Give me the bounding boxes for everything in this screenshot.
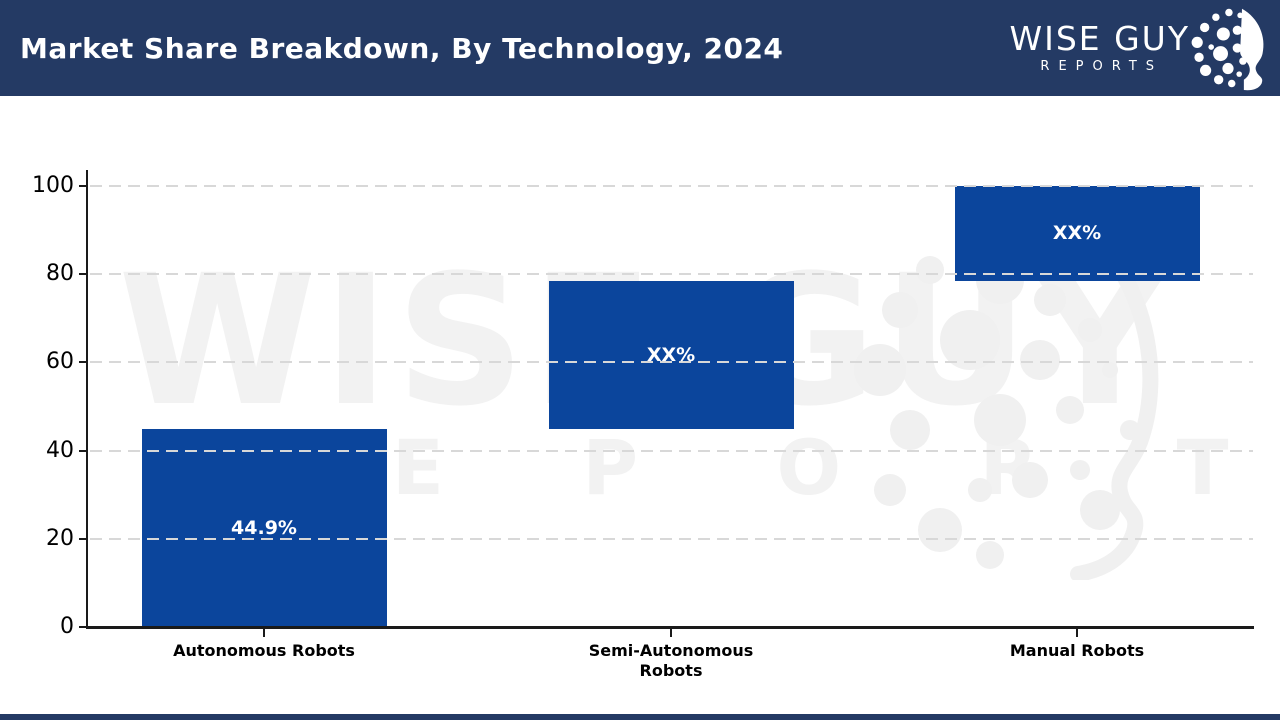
bar-value-label: XX% (1052, 222, 1102, 245)
bar-manual-robots (954, 186, 1200, 281)
brand-head-profile (1240, 8, 1264, 91)
y-tick-label-0: 0 (60, 614, 74, 639)
y-tick-label-40: 40 (46, 437, 74, 463)
bar-value-label: 44.9% (231, 516, 297, 539)
footer-bar (0, 714, 1280, 720)
x-category-label: Semi-Autonomous Robots (588, 641, 754, 680)
gridline-60 (90, 361, 1253, 364)
brand-subtitle: REPORTS (1040, 59, 1164, 74)
y-tick-label-80: 80 (46, 261, 74, 287)
y-tick-60 (79, 361, 88, 364)
brand-head-icon (1191, 8, 1264, 91)
brand-logo-text: WISE GUY REPORTS (1009, 22, 1190, 74)
bar-semi-autonomous-robots (548, 280, 794, 429)
y-tick-40 (79, 449, 88, 452)
x-tick (1076, 629, 1078, 637)
x-category-label: Manual Robots (1009, 641, 1145, 660)
bar-autonomous-robots (141, 428, 387, 627)
gridline-40 (90, 449, 1253, 452)
y-axis-spine (86, 170, 88, 629)
y-tick-label-100: 100 (32, 173, 74, 198)
y-tick-100 (79, 185, 88, 187)
gridline-20 (90, 537, 1253, 540)
x-category-label: Autonomous Robots (173, 641, 355, 660)
gridline-100 (90, 185, 1253, 187)
x-tick (670, 629, 672, 637)
y-tick-label-60: 60 (46, 349, 74, 375)
brand-logo: WISE GUY REPORTS (1009, 5, 1270, 91)
gridline-80 (90, 273, 1253, 276)
header-bar: Market Share Breakdown, By Technology, 2… (0, 0, 1280, 96)
y-tick-label-20: 20 (46, 525, 74, 551)
y-tick-20 (79, 537, 88, 540)
bar-value-label: XX% (646, 343, 696, 366)
y-tick-0 (79, 626, 88, 628)
plot-area: 0 20 40 60 80 100 44.9% Autonomous Robots XX% Sem… (32, 170, 1254, 680)
page-title: Market Share Breakdown, By Technology, 2… (20, 31, 784, 65)
y-tick-80 (79, 273, 88, 276)
x-axis-spine (86, 626, 1254, 629)
x-tick (263, 629, 265, 637)
brand-name: WISE GUY (1009, 19, 1190, 58)
